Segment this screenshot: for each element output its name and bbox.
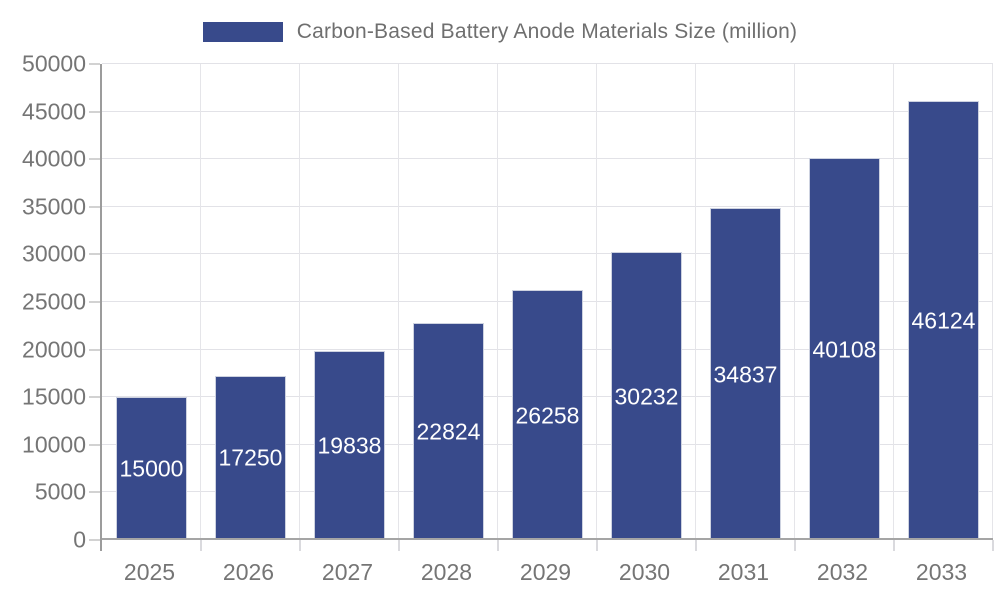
bar-value-label: 19838 <box>317 432 382 459</box>
gridline-vertical <box>694 64 696 540</box>
x-tick-mark <box>992 540 994 551</box>
category-slot: 19838 <box>300 64 399 540</box>
x-tick-mark <box>397 540 400 551</box>
gridline-horizontal <box>102 63 993 64</box>
x-axis-line <box>102 538 993 540</box>
y-tick-label: 35000 <box>22 193 86 220</box>
bar[interactable]: 26258 <box>511 290 584 540</box>
y-tick-label: 30000 <box>22 240 86 267</box>
x-tick-label: 2031 <box>717 559 770 585</box>
bar[interactable]: 22824 <box>412 322 485 540</box>
y-tick-mark <box>89 539 100 541</box>
category-slot: 30232 <box>597 64 696 540</box>
bar[interactable]: 15000 <box>115 397 188 540</box>
category-slot: 34837 <box>696 64 795 540</box>
legend-swatch <box>202 22 283 42</box>
x-tick-mark <box>596 540 598 551</box>
y-tick-mark <box>89 205 100 208</box>
gridline-vertical <box>298 64 300 540</box>
y-tick-mark <box>89 348 100 351</box>
bar[interactable]: 19838 <box>313 351 386 540</box>
y-tick-mark <box>89 491 100 494</box>
gridline-horizontal <box>102 205 993 207</box>
category-slot: 46124 <box>894 64 993 540</box>
x-tick-mark <box>496 540 499 551</box>
bar-value-label: 34837 <box>713 361 778 388</box>
gridline-vertical <box>397 64 399 540</box>
bar-value-label: 15000 <box>119 455 184 482</box>
x-tick-label: 2025 <box>123 559 176 585</box>
y-tick-label: 40000 <box>22 145 86 172</box>
x-tick-mark <box>892 540 895 551</box>
gridline-horizontal <box>102 110 993 112</box>
bar-value-label: 30232 <box>614 383 679 410</box>
legend-label: Carbon-Based Battery Anode Materials Siz… <box>296 20 798 43</box>
bar-value-label: 46124 <box>911 307 976 334</box>
gridline-vertical <box>892 64 894 540</box>
y-tick-mark <box>89 63 100 65</box>
gridline-horizontal <box>102 253 993 255</box>
x-tick-mark <box>794 540 796 551</box>
x-tick-label: 2026 <box>222 559 275 585</box>
category-slot: 40108 <box>795 64 894 540</box>
legend[interactable]: Carbon-Based Battery Anode Materials Siz… <box>0 20 1000 44</box>
y-tick-label: 10000 <box>22 431 86 458</box>
gridline-vertical <box>496 64 498 540</box>
category-slot: 17250 <box>201 64 300 540</box>
bar-value-label: 17250 <box>218 444 283 471</box>
y-tick-mark <box>89 301 100 303</box>
gridline-vertical <box>794 64 795 540</box>
y-tick-label: 25000 <box>22 288 86 315</box>
bar[interactable]: 34837 <box>709 208 782 540</box>
gridline-vertical <box>992 64 993 540</box>
y-tick-label: 20000 <box>22 336 86 363</box>
y-tick-mark <box>89 110 100 113</box>
y-tick-label: 45000 <box>22 98 86 125</box>
y-tick-label: 50000 <box>22 50 86 77</box>
gridline-horizontal <box>102 158 993 160</box>
bar[interactable]: 30232 <box>610 252 683 540</box>
x-tick-label: 2032 <box>816 559 869 585</box>
y-tick-mark <box>89 158 100 161</box>
x-axis-labels: 2025 2026 2027 2028 2029 2030 2031 2032 2033 <box>100 556 991 588</box>
x-tick-mark <box>694 540 697 551</box>
y-tick-mark <box>89 253 100 256</box>
x-tick-label: 2030 <box>618 559 671 585</box>
bar[interactable]: 17250 <box>214 375 287 540</box>
gridline-vertical <box>596 64 597 540</box>
x-tick-mark <box>199 540 202 551</box>
category-slot: 22824 <box>399 64 498 540</box>
y-tick-label: 15000 <box>22 383 86 410</box>
bar-value-label: 22824 <box>416 418 481 445</box>
y-axis-labels: 0 5000 10000 15000 20000 25000 30000 35000 40000… <box>0 51 86 553</box>
x-tick-label: 2033 <box>915 559 968 585</box>
bar-value-label: 26258 <box>515 402 580 429</box>
y-tick-label: 0 <box>73 526 86 553</box>
bar[interactable]: 40108 <box>808 158 881 540</box>
plot-area: 15000 17250 19838 22824 26258 30232 34837 40108… <box>89 63 994 551</box>
category-slot: 26258 <box>498 64 597 540</box>
gridline-vertical <box>199 64 201 540</box>
bar[interactable]: 46124 <box>907 100 980 540</box>
y-tick-label: 5000 <box>34 478 86 505</box>
x-tick-mark <box>298 540 301 551</box>
x-tick-label: 2029 <box>519 559 572 585</box>
y-tick-mark <box>89 443 100 446</box>
y-tick-mark <box>89 396 100 399</box>
bar-value-label: 40108 <box>812 336 877 363</box>
category-slot: 15000 <box>102 64 201 540</box>
x-tick-label: 2028 <box>420 559 473 585</box>
x-tick-label: 2027 <box>321 559 374 585</box>
